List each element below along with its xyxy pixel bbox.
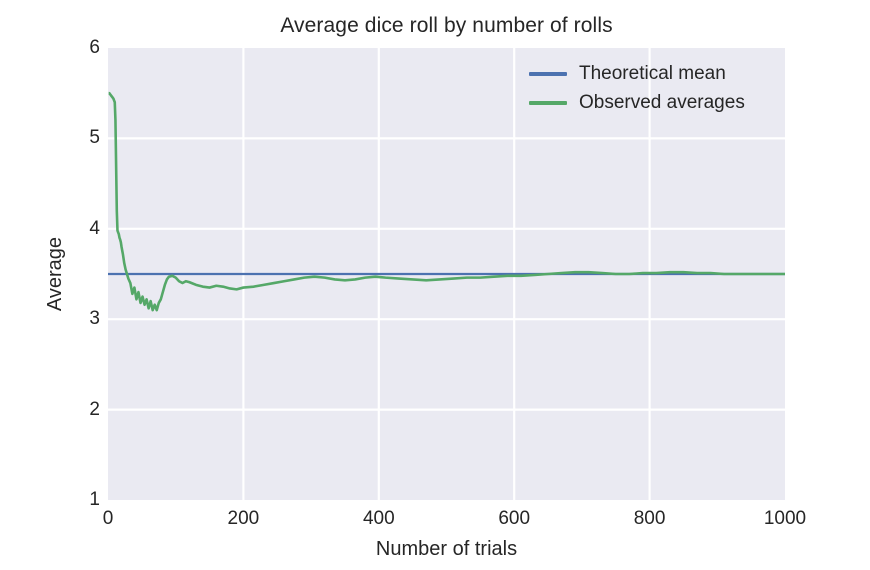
- x-tick-label: 400: [362, 508, 395, 529]
- chart-title: Average dice roll by number of rolls: [280, 14, 613, 37]
- x-axis-label: Number of trials: [375, 538, 518, 560]
- series-line: [108, 91, 785, 312]
- x-tick-label: 0: [102, 508, 114, 529]
- y-tick-label: 3: [89, 308, 100, 330]
- y-tick-label: 4: [89, 217, 100, 239]
- data-series-layer: [108, 91, 785, 312]
- plot-area: [108, 48, 785, 500]
- x-tick-label: 600: [498, 508, 531, 529]
- legend-item: Observed averages: [529, 88, 745, 117]
- y-tick-label: 6: [89, 37, 100, 58]
- legend-label: Theoretical mean: [579, 62, 726, 84]
- x-axis-ticks: 0 200 400 600 800 1000: [103, 508, 806, 536]
- y-tick-label: 1: [89, 489, 100, 510]
- x-tick-label: 200: [227, 508, 260, 529]
- legend-label: Observed averages: [579, 91, 745, 113]
- legend-color-swatch: [529, 71, 567, 76]
- x-tick-label: 800: [633, 508, 666, 529]
- y-axis-ticks: 1 2 3 4 5 6: [26, 37, 100, 510]
- legend-color-swatch: [529, 100, 567, 105]
- chart-legend: Theoretical mean Observed averages: [525, 57, 749, 119]
- y-axis-label: Average: [44, 236, 66, 312]
- y-tick-label: 5: [89, 127, 100, 149]
- legend-item: Theoretical mean: [529, 59, 745, 88]
- x-tick-label: 1000: [763, 508, 807, 529]
- y-tick-label: 2: [89, 398, 100, 420]
